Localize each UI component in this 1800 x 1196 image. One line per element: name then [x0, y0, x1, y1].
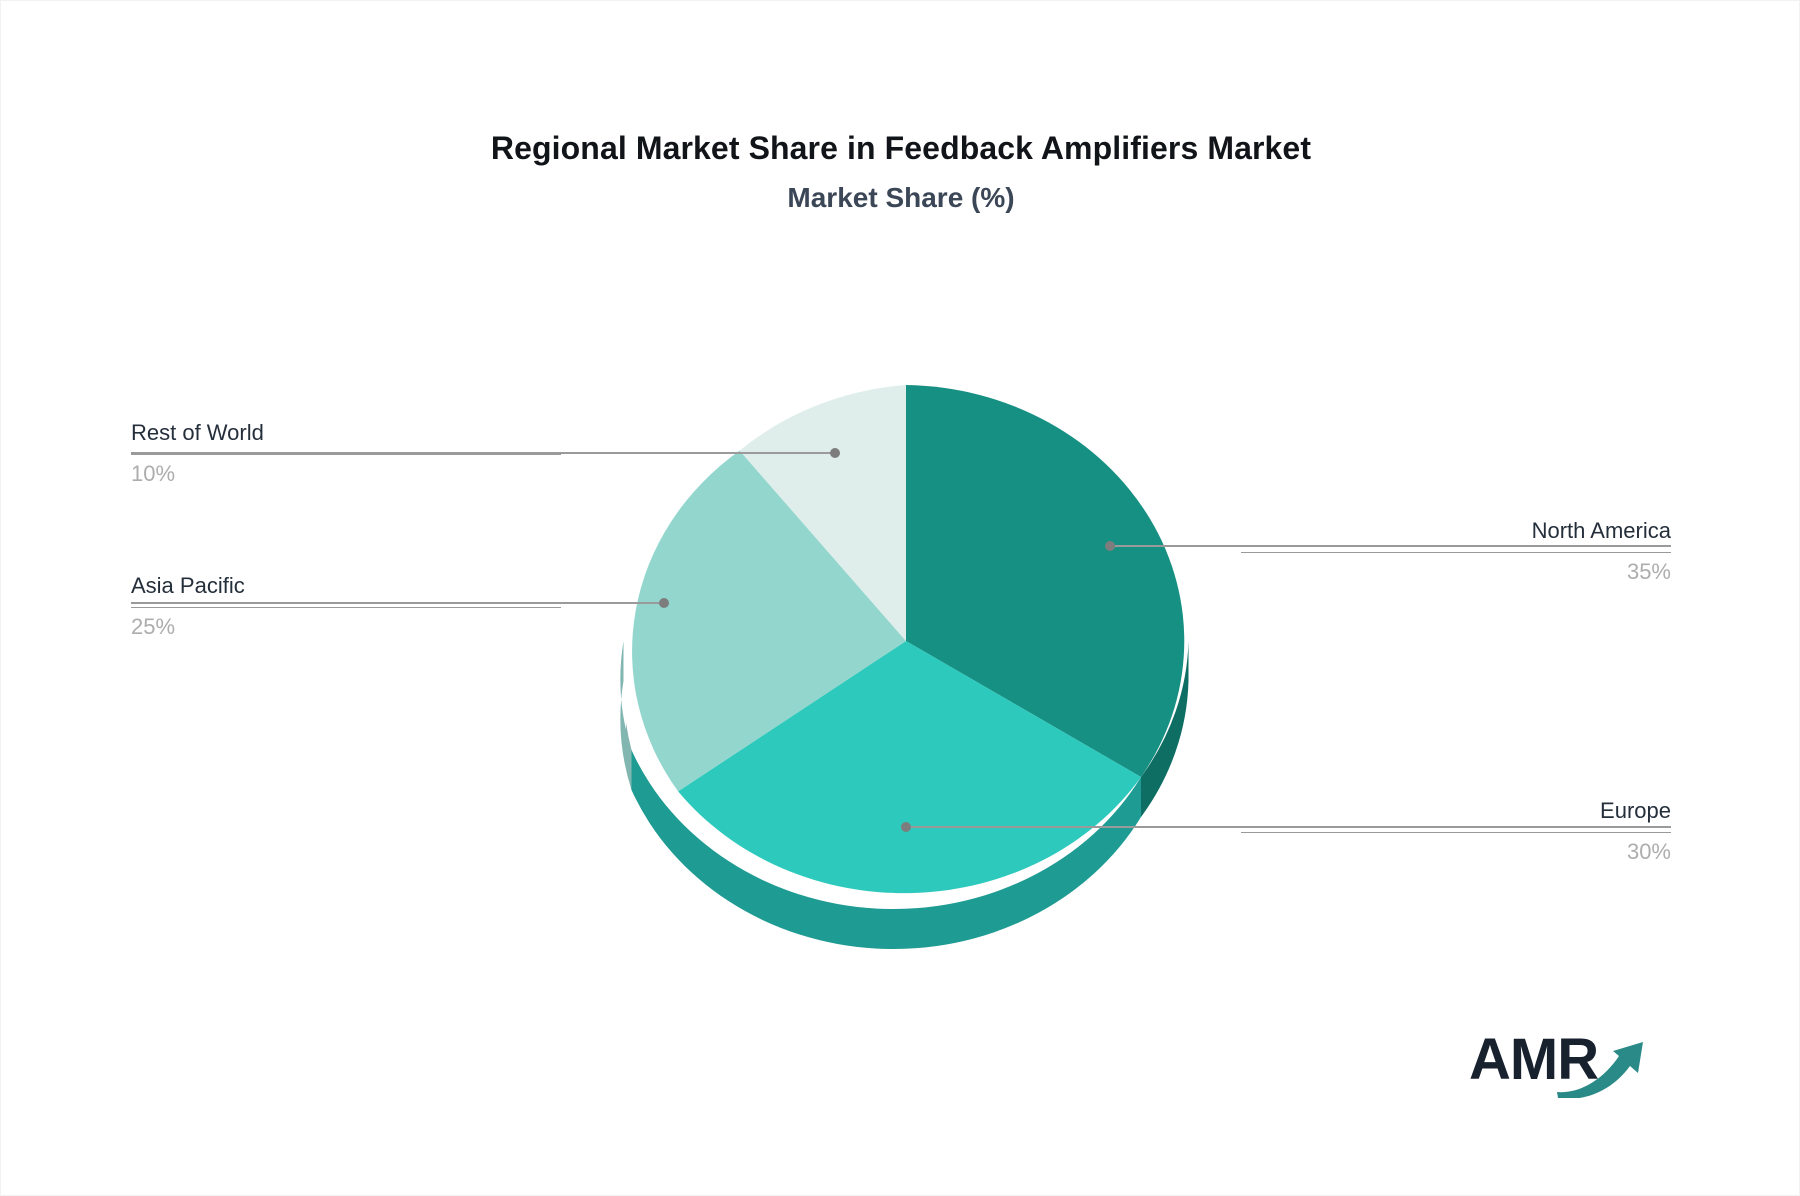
growth-arrow-icon: [1557, 1042, 1643, 1098]
pie-top-faces: [632, 385, 1185, 894]
anchor-dot-asia-pacific: [659, 598, 669, 608]
amr-wordmark: AMR: [1469, 1027, 1599, 1092]
callout-rule-rest-of-world: [131, 454, 561, 455]
callout-value-europe: 30%: [1626, 839, 1671, 864]
callout-value-rest-of-world: 10%: [131, 461, 176, 486]
callout-value-asia-pacific: 25%: [131, 614, 176, 639]
callout-rule-north-america: [1241, 552, 1671, 553]
pie-slice-asia-pacific: [632, 450, 906, 792]
callout-north-america: North America 35%: [1241, 516, 1671, 587]
pie-slice-rest-of-world: [739, 385, 906, 641]
callout-rest-of-world: Rest of World 10%: [131, 418, 561, 489]
anchor-dot-north-america: [1105, 541, 1115, 551]
pie-slice-north-america: [906, 385, 1185, 777]
callout-label-north-america: North America: [1531, 518, 1671, 543]
anchor-dot-rest-of-world: [830, 448, 840, 458]
pie-leader-lines: [131, 452, 1671, 828]
title-block: Regional Market Share in Feedback Amplif…: [1, 129, 1799, 215]
callout-europe: Europe 30%: [1241, 796, 1671, 867]
callout-label-rest-of-world: Rest of World: [131, 420, 264, 445]
pie-depth-walls: [620, 641, 1189, 950]
callout-rule-asia-pacific: [131, 607, 561, 608]
callout-asia-pacific: Asia Pacific 25%: [131, 571, 561, 642]
callout-label-europe: Europe: [1600, 798, 1671, 823]
amr-logo: AMR: [1469, 1026, 1649, 1104]
callout-label-asia-pacific: Asia Pacific: [131, 573, 245, 598]
chart-title: Regional Market Share in Feedback Amplif…: [490, 130, 1312, 166]
anchor-dot-europe: [901, 822, 911, 832]
callout-rule-europe: [1241, 832, 1671, 833]
pie-side-europe: [631, 750, 1141, 950]
chart-subtitle: Market Share (%): [787, 182, 1015, 214]
pie-side-north-america: [1141, 641, 1189, 817]
pie-side-asia-pacific-2: [620, 641, 632, 790]
pie-anchor-dots: [659, 448, 1115, 832]
pie-slice-europe: [678, 641, 1141, 894]
callout-value-north-america: 35%: [1626, 559, 1671, 584]
